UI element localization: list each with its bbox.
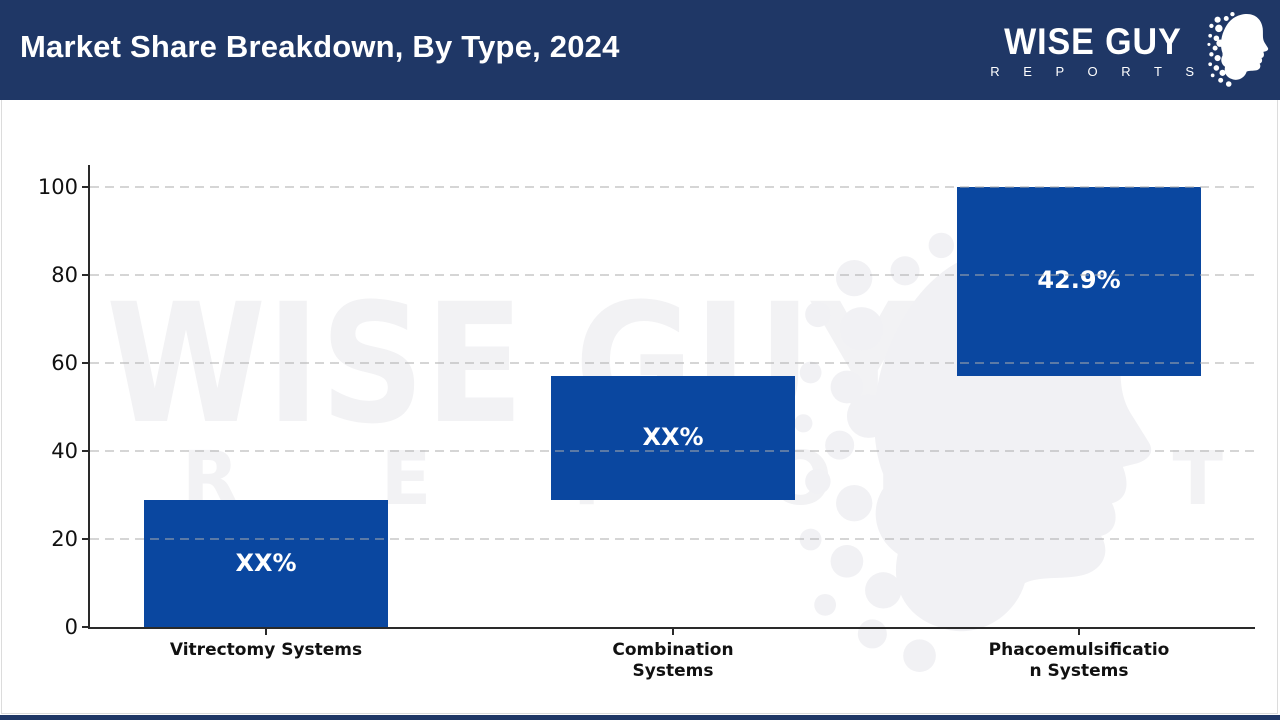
bar-value-label: XX% xyxy=(235,548,297,577)
y-tick-mark xyxy=(82,274,88,276)
logo-wordmark: WISE GUY xyxy=(1004,21,1182,62)
y-axis-spine xyxy=(88,165,90,628)
page-title: Market Share Breakdown, By Type, 2024 xyxy=(20,29,620,64)
footer-strip xyxy=(0,715,1280,720)
y-tick-mark xyxy=(82,538,88,540)
bar: XX% xyxy=(144,500,388,627)
chart-area: WISE GUY R E P O R T S 020406080100XX%XX… xyxy=(1,100,1278,714)
y-tick-mark xyxy=(82,186,88,188)
x-tick-mark xyxy=(265,629,267,635)
y-tick-mark xyxy=(82,626,88,628)
y-tick-mark xyxy=(82,450,88,452)
y-tick-label: 40 xyxy=(51,439,78,463)
gridline xyxy=(90,274,1255,276)
bar: XX% xyxy=(551,375,795,501)
gridline xyxy=(90,450,1255,452)
x-category-label-line: Vitrectomy Systems xyxy=(169,640,363,660)
wiseguy-face-icon xyxy=(1207,11,1269,87)
gridline xyxy=(90,538,1255,540)
y-tick-mark xyxy=(82,362,88,364)
gridline xyxy=(90,362,1255,364)
x-category-label-line: Phacoemulsificatio xyxy=(988,640,1170,660)
y-tick-label: 0 xyxy=(64,615,78,639)
y-tick-label: 20 xyxy=(51,527,78,551)
y-tick-label: 60 xyxy=(51,351,78,375)
x-category-label: Vitrectomy Systems xyxy=(170,640,362,661)
header-bar: Market Share Breakdown, By Type, 2024 WI… xyxy=(0,0,1280,100)
gridline xyxy=(90,186,1255,188)
logo-text: WISE GUY R E P O R T S xyxy=(982,21,1204,79)
x-axis-spine xyxy=(88,627,1255,629)
x-tick-mark xyxy=(672,629,674,635)
bar-value-label: 42.9% xyxy=(1037,266,1121,295)
y-tick-label: 80 xyxy=(51,263,78,287)
x-category-label-line: Combination xyxy=(612,640,734,660)
logo-subtitle: R E P O R T S xyxy=(990,64,1204,79)
bar: 42.9% xyxy=(957,187,1201,376)
y-tick-label: 100 xyxy=(37,175,78,199)
x-category-label: Phacoemulsificatio n Systems xyxy=(989,640,1170,682)
brand-logo: WISE GUY R E P O R T S xyxy=(982,0,1272,100)
x-tick-mark xyxy=(1078,629,1080,635)
plot: 0 20 40 60 80 100 XX% XX% 42.9% xyxy=(38,165,1255,639)
x-category-label-line: Systems xyxy=(632,661,714,681)
bar-value-label: XX% xyxy=(642,422,704,451)
x-category-label-line: n Systems xyxy=(1029,661,1129,681)
x-category-label: Combination Systems xyxy=(612,640,733,682)
